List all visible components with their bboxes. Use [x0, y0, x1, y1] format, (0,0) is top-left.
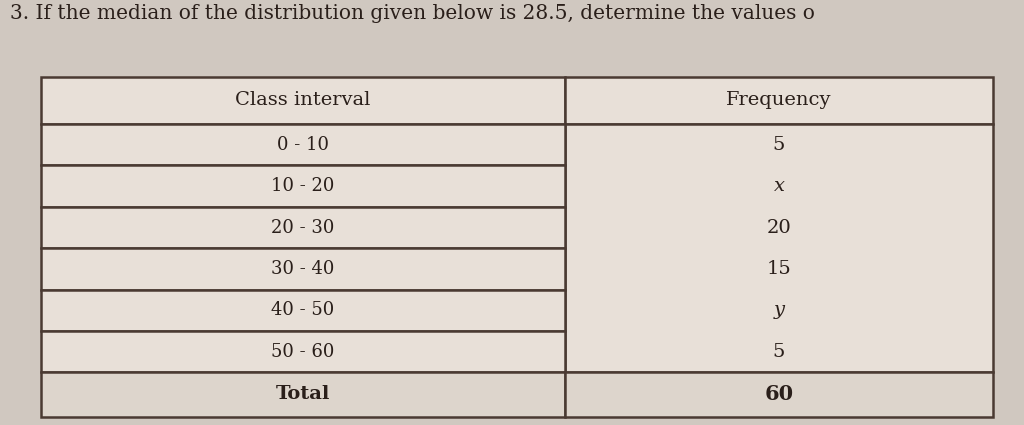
- Text: 30 - 40: 30 - 40: [271, 260, 335, 278]
- Text: 60: 60: [765, 384, 794, 405]
- Text: 15: 15: [767, 260, 792, 278]
- Bar: [565, 76, 993, 124]
- Bar: [41, 76, 565, 124]
- Text: Total: Total: [275, 385, 330, 403]
- Bar: [41, 289, 565, 331]
- Text: 0 - 10: 0 - 10: [276, 136, 329, 154]
- Text: 20: 20: [767, 218, 792, 237]
- Bar: [41, 124, 565, 165]
- Text: 10 - 20: 10 - 20: [271, 177, 335, 195]
- Bar: [41, 372, 565, 416]
- Bar: [41, 165, 565, 207]
- Text: Class interval: Class interval: [236, 91, 371, 109]
- Bar: [565, 372, 993, 416]
- Text: 20 - 30: 20 - 30: [271, 218, 335, 237]
- Bar: [41, 331, 565, 372]
- Text: x: x: [773, 177, 784, 195]
- Text: 5: 5: [773, 343, 785, 361]
- Text: y: y: [773, 301, 784, 319]
- Bar: [41, 248, 565, 289]
- Text: 3. If the median of the distribution given below is 28.5, determine the values o: 3. If the median of the distribution giv…: [10, 4, 815, 23]
- Bar: [565, 124, 993, 372]
- Bar: [41, 207, 565, 248]
- Text: 40 - 50: 40 - 50: [271, 301, 335, 319]
- Text: 5: 5: [773, 136, 785, 154]
- Text: Frequency: Frequency: [726, 91, 831, 109]
- Text: 50 - 60: 50 - 60: [271, 343, 335, 361]
